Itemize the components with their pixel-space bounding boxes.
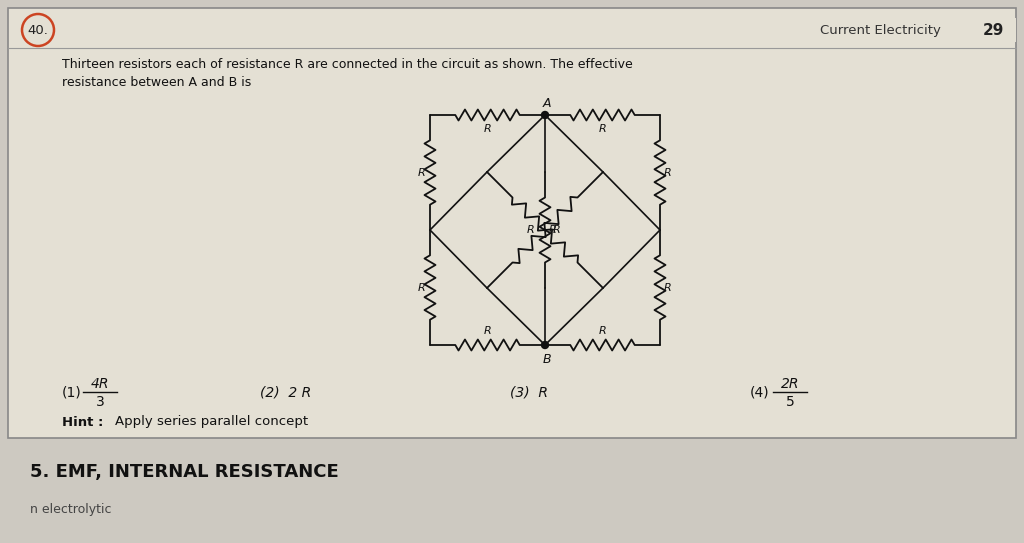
Text: Hint :: Hint : [62, 415, 108, 428]
Text: resistance between A and B is: resistance between A and B is [62, 76, 251, 89]
Text: (4): (4) [750, 385, 770, 399]
Text: 2R: 2R [780, 377, 800, 391]
Text: 4R: 4R [91, 377, 110, 391]
Text: (1): (1) [62, 385, 82, 399]
Circle shape [542, 111, 549, 118]
Text: Apply series parallel concept: Apply series parallel concept [115, 415, 308, 428]
Text: R: R [549, 225, 557, 235]
Text: R: R [665, 282, 672, 293]
Text: R: R [418, 282, 426, 293]
Text: R: R [527, 225, 535, 235]
Text: Current Electricity: Current Electricity [820, 23, 941, 36]
Text: 29: 29 [982, 22, 1004, 37]
Circle shape [542, 342, 549, 349]
Text: A: A [543, 97, 551, 110]
FancyBboxPatch shape [970, 18, 1016, 42]
Text: Thirteen resistors each of resistance R are connected in the circuit as shown. T: Thirteen resistors each of resistance R … [62, 58, 633, 71]
Text: n electrolytic: n electrolytic [30, 503, 112, 516]
Text: 5: 5 [785, 395, 795, 409]
Text: (2)  2 R: (2) 2 R [260, 385, 311, 399]
FancyBboxPatch shape [8, 8, 1016, 438]
Text: R: R [599, 326, 606, 336]
Text: R: R [483, 326, 492, 336]
Text: R: R [665, 167, 672, 178]
Text: R: R [553, 225, 561, 235]
Text: R: R [483, 124, 492, 134]
Text: (3)  R: (3) R [510, 385, 548, 399]
Text: 40.: 40. [28, 23, 48, 36]
Text: B: B [543, 352, 551, 365]
Text: R: R [599, 124, 606, 134]
Text: 3: 3 [95, 395, 104, 409]
Text: R: R [418, 167, 426, 178]
Text: 5. EMF, INTERNAL RESISTANCE: 5. EMF, INTERNAL RESISTANCE [30, 463, 339, 481]
